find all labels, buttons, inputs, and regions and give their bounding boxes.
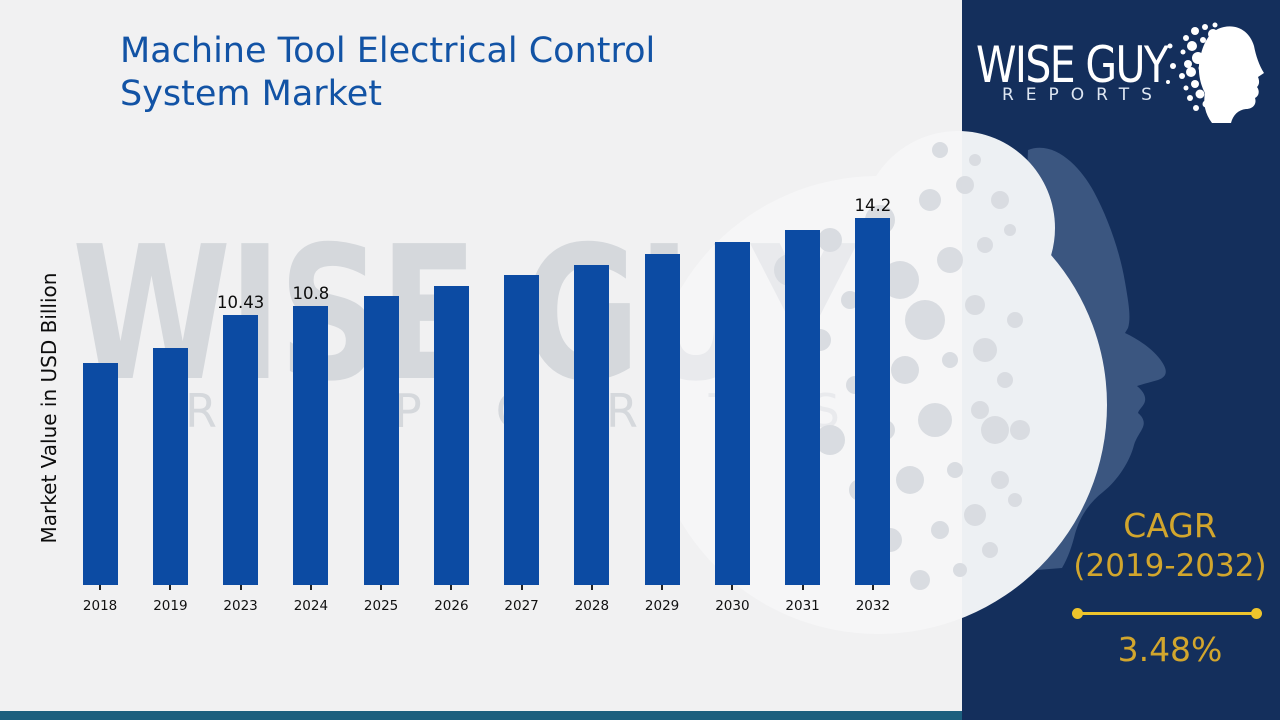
cagr-line-left-dot <box>1072 608 1083 619</box>
bar-2029 <box>644 254 680 585</box>
x-axis-tick <box>169 585 172 590</box>
x-axis-tick <box>239 585 242 590</box>
bar-2026 <box>433 286 469 585</box>
x-axis-tick <box>99 585 102 590</box>
bar-2018 <box>82 363 118 585</box>
bar-value-label: 10.43 <box>216 293 265 312</box>
x-axis-tick <box>450 585 453 590</box>
x-tick-label: 2018 <box>82 598 118 614</box>
chart-title-line2: System Market <box>120 74 382 114</box>
chart-area: 2018 2019 2023 10.43 2024 10.8 2025 2026 2027 202… <box>65 148 908 614</box>
cagr-label-line1: CAGR <box>1123 506 1217 545</box>
logo-wordmark: WISE GUY <box>976 36 1169 94</box>
x-tick-label: 2027 <box>504 598 539 614</box>
bar-value-label: 14.2 <box>854 196 892 215</box>
cagr-label-line2: (2019-2032) <box>1073 548 1267 584</box>
x-tick-label: 2030 <box>715 598 750 614</box>
x-axis-tick <box>801 585 804 590</box>
x-axis-tick <box>590 585 593 590</box>
x-axis-tick <box>661 585 664 590</box>
footer-accent-strip <box>0 711 1280 720</box>
y-axis-label: Market Value in USD Billion <box>37 272 61 544</box>
bar-value-label: 10.8 <box>292 284 330 303</box>
x-tick-label: 2032 <box>855 598 891 614</box>
x-axis-tick <box>731 585 734 590</box>
chart-title-line1: Machine Tool Electrical Control <box>120 31 656 71</box>
bar-2028 <box>574 265 610 585</box>
x-tick-label: 2031 <box>785 598 820 614</box>
x-tick-label: 2024 <box>293 598 329 614</box>
x-axis-tick <box>380 585 383 590</box>
logo-wordmark-sub: REPORTS <box>1002 85 1164 105</box>
x-tick-label: 2029 <box>644 598 680 614</box>
x-tick-label: 2025 <box>363 598 399 614</box>
x-tick-label: 2019 <box>153 598 188 614</box>
logo-face-icon <box>1166 22 1264 124</box>
cagr-label: CAGR (2019-2032) <box>1062 506 1278 586</box>
chart-title: Machine Tool Electrical Control System M… <box>120 30 655 116</box>
x-axis-tick <box>309 585 312 590</box>
bar-2025 <box>363 296 399 585</box>
x-axis-tick <box>871 585 874 590</box>
bar-2023 <box>223 315 259 585</box>
x-tick-label: 2023 <box>223 598 258 614</box>
bar-2027 <box>504 275 540 585</box>
x-tick-label: 2026 <box>434 598 469 614</box>
bar-2031 <box>785 230 821 585</box>
bar-2024 <box>293 306 329 585</box>
x-axis-tick <box>520 585 523 590</box>
cagr-value: 3.48% <box>1117 630 1223 669</box>
bar-2030 <box>714 242 750 585</box>
bar-2019 <box>152 348 188 585</box>
cagr-divider-line <box>1072 608 1262 619</box>
bar-2032 <box>855 218 891 585</box>
x-tick-label: 2028 <box>574 598 610 614</box>
cagr-line-right-dot <box>1251 608 1262 619</box>
